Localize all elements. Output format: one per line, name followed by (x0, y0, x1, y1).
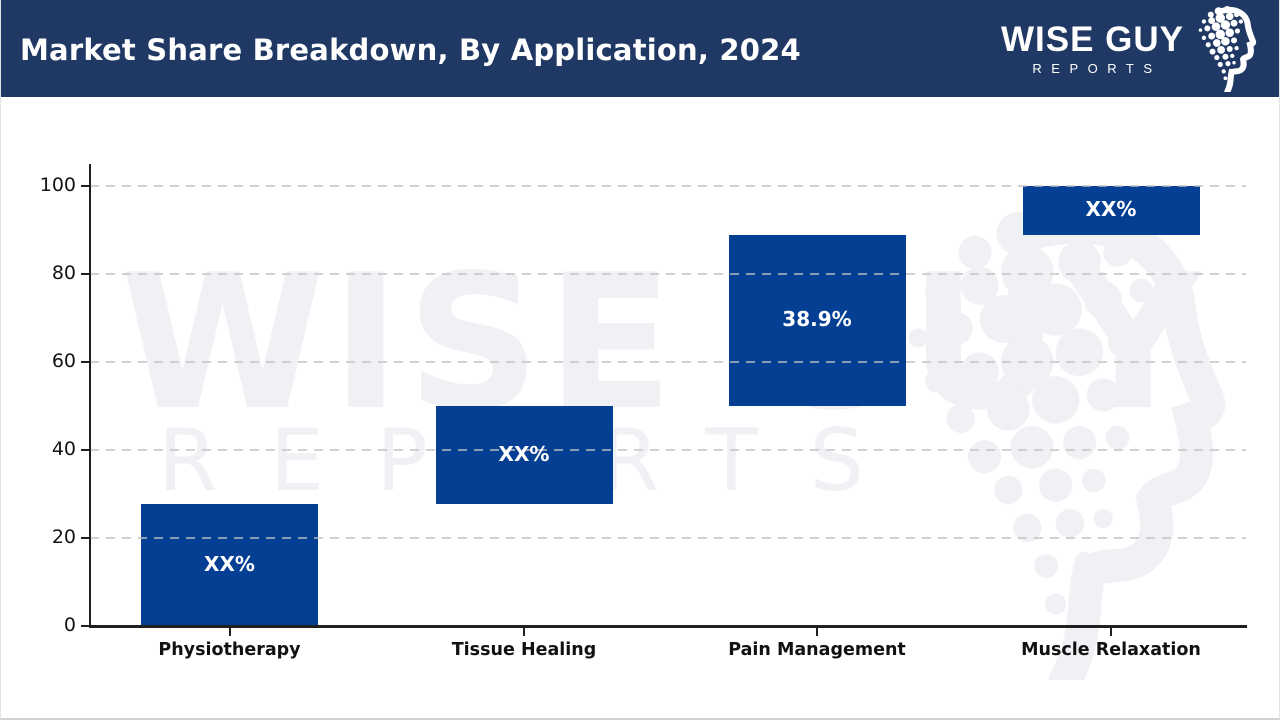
x-tick-mark (816, 628, 818, 636)
x-category-label: Tissue Healing (451, 640, 597, 660)
y-tick-mark (81, 537, 89, 539)
y-gridline (90, 449, 1246, 451)
bar-value-label: XX% (1085, 197, 1137, 222)
x-tick-mark (1110, 628, 1112, 636)
x-tick-mark (523, 628, 525, 636)
brand-name: WISE GUY (1000, 20, 1184, 59)
x-axis-line (89, 625, 1247, 628)
y-tick-mark (81, 449, 89, 451)
y-tick-label: 20 (51, 526, 76, 548)
page-title: Market Share Breakdown, By Application, … (20, 33, 801, 67)
bar-value-label: XX% (204, 551, 255, 576)
brand-logo: WISE GUY REPORTS (1001, 4, 1268, 94)
brand-subname: REPORTS (1032, 61, 1162, 76)
y-gridline (90, 361, 1246, 363)
y-tick-label: 40 (51, 438, 76, 460)
bar-value-label: XX% (498, 441, 550, 466)
y-tick-mark (81, 361, 89, 363)
x-tick-mark (228, 628, 231, 636)
y-tick-label: 100 (39, 174, 76, 196)
y-gridline (90, 273, 1246, 275)
bar (141, 503, 318, 626)
bar (435, 406, 613, 504)
y-tick-mark (81, 185, 89, 187)
y-axis-line (89, 164, 91, 628)
y-tick-label: 80 (51, 262, 76, 284)
x-category-label: Physiotherapy (158, 640, 301, 660)
y-gridline (90, 185, 1246, 187)
bar-value-label: 38.9% (782, 307, 852, 332)
y-tick-label: 0 (63, 614, 76, 636)
y-tick-mark (81, 625, 89, 627)
header-bar: Market Share Breakdown, By Application, … (0, 0, 1280, 97)
brand-text: WISE GUY REPORTS (1001, 22, 1184, 76)
bar (728, 234, 906, 406)
x-category-label: Muscle Relaxation (1021, 640, 1201, 660)
y-gridline (90, 537, 1246, 539)
x-category-label: Pain Management (728, 640, 906, 660)
wise-guy-head-icon (1198, 6, 1257, 92)
y-tick-mark (81, 273, 89, 275)
y-tick-label: 60 (51, 350, 76, 372)
